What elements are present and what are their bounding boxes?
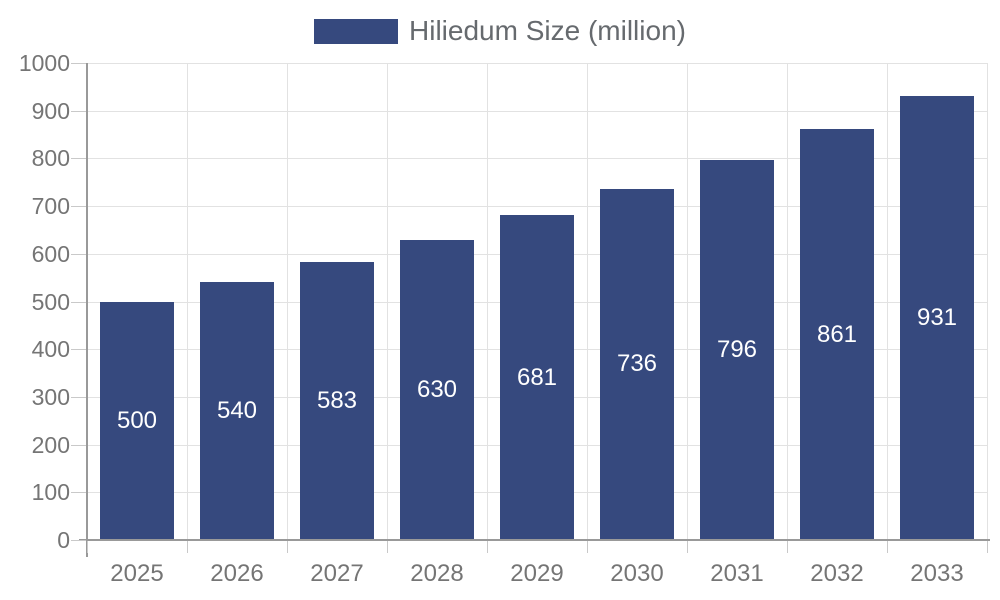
- y-tick-label: 900: [31, 97, 70, 124]
- bar: 796: [700, 160, 774, 540]
- legend-label: Hiliedum Size (million): [409, 15, 686, 46]
- v-gridline: [887, 63, 888, 540]
- y-tick: [71, 540, 86, 541]
- v-gridline: [587, 63, 588, 540]
- y-tick: [71, 110, 86, 112]
- v-gridline: [787, 63, 788, 540]
- x-tick-label: 2027: [310, 560, 364, 587]
- v-gridline: [987, 63, 988, 540]
- y-tick-label: 0: [57, 527, 70, 553]
- bar: 861: [800, 129, 874, 540]
- x-tick-label: 2031: [710, 560, 764, 587]
- v-gridline: [387, 63, 388, 540]
- bar-value-label: 630: [416, 375, 458, 403]
- bar: 931: [900, 95, 974, 540]
- x-tick: [687, 541, 688, 553]
- y-tick: [71, 158, 86, 160]
- bar-value-label: 861: [816, 320, 858, 348]
- x-tick: [87, 541, 88, 553]
- x-tick: [287, 541, 288, 553]
- v-gridline: [187, 63, 188, 540]
- bar-value-label: 931: [916, 303, 958, 331]
- legend-swatch-icon: [314, 18, 399, 44]
- x-tick-label: 2029: [510, 560, 564, 587]
- v-gridline: [687, 63, 688, 540]
- y-tick-label: 100: [31, 479, 70, 506]
- y-tick-label: 400: [31, 336, 70, 363]
- h-gridline: [87, 206, 987, 208]
- y-tick-label: 200: [31, 431, 70, 458]
- x-axis-line: [79, 539, 990, 541]
- h-gridline: [87, 158, 987, 160]
- y-axis-line: [86, 63, 88, 557]
- y-tick: [71, 253, 86, 255]
- bar: 681: [500, 215, 574, 540]
- y-tick: [71, 396, 86, 398]
- x-tick: [887, 541, 888, 553]
- x-tick-label: 2033: [910, 560, 964, 587]
- y-tick-label: 600: [31, 240, 70, 267]
- h-gridline: [87, 110, 987, 112]
- y-tick: [71, 206, 86, 208]
- y-tick: [71, 349, 86, 351]
- bar-value-label: 500: [116, 406, 158, 434]
- bar: 500: [100, 301, 174, 540]
- x-tick: [187, 541, 188, 553]
- y-tick-label: 300: [31, 383, 70, 410]
- bar: 736: [600, 188, 674, 540]
- x-tick-label: 2030: [610, 560, 664, 587]
- bar-value-label: 583: [316, 386, 358, 414]
- bar-value-label: 796: [716, 336, 758, 364]
- v-gridline: [487, 63, 488, 540]
- y-tick-label: 800: [31, 145, 70, 172]
- bar: 583: [300, 261, 374, 540]
- x-tick: [487, 541, 488, 553]
- x-tick: [987, 541, 988, 553]
- bar-value-label: 736: [616, 350, 658, 378]
- y-tick-label: 1000: [18, 50, 70, 76]
- bar: 540: [200, 282, 274, 540]
- x-tick-label: 2026: [210, 560, 264, 587]
- x-tick: [387, 541, 388, 553]
- chart-legend[interactable]: Hiliedum Size (million): [0, 15, 1000, 47]
- bar-value-label: 540: [216, 397, 258, 425]
- bar-value-label: 681: [516, 363, 558, 391]
- x-tick-label: 2028: [410, 560, 464, 587]
- y-tick: [71, 444, 86, 446]
- x-tick: [587, 541, 588, 553]
- y-tick-label: 500: [31, 288, 70, 315]
- bar: 630: [400, 239, 474, 540]
- v-gridline: [287, 63, 288, 540]
- plot-area: 500 540 583 630 681 736 796 861 931: [87, 63, 988, 540]
- y-tick: [71, 492, 86, 494]
- y-tick: [71, 301, 86, 303]
- x-tick-label: 2032: [810, 560, 864, 587]
- x-tick: [787, 541, 788, 553]
- y-tick-label: 700: [31, 193, 70, 220]
- x-tick-label: 2025: [110, 560, 164, 587]
- y-tick: [71, 63, 86, 64]
- h-gridline: [87, 63, 987, 64]
